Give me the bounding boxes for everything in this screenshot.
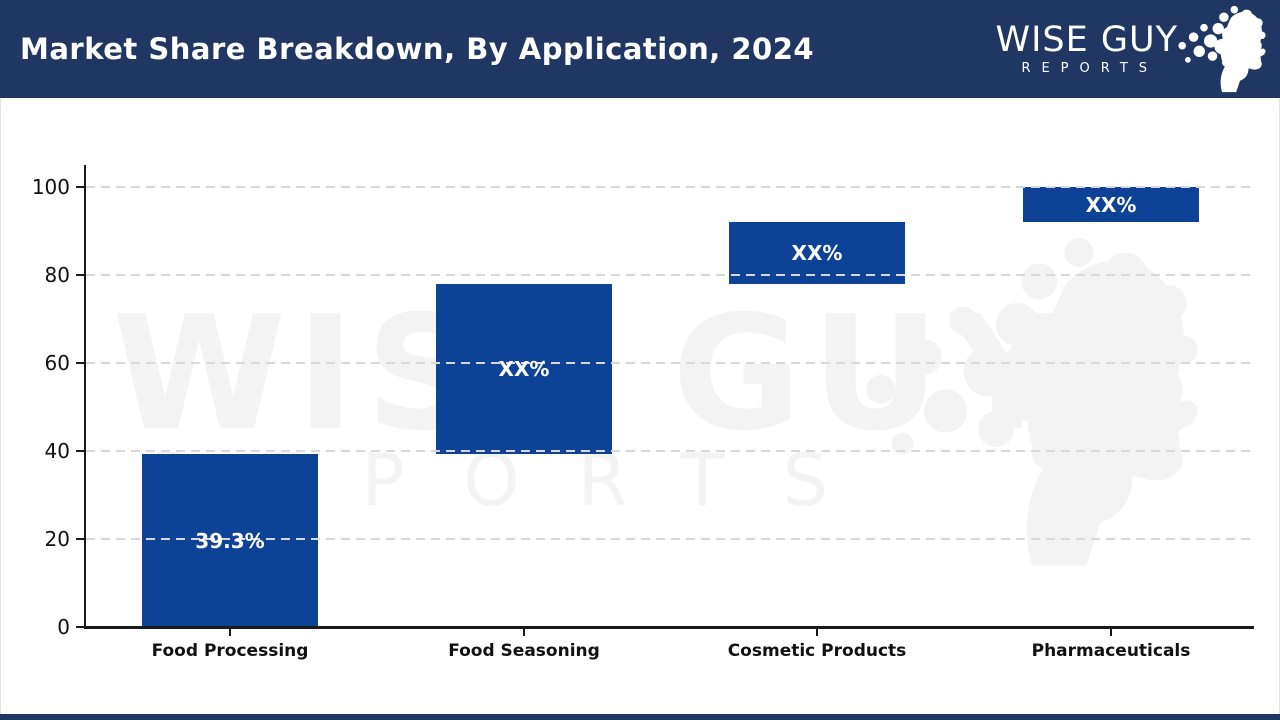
y-tick-20 bbox=[76, 538, 84, 540]
y-tick-label-60: 60 bbox=[44, 351, 70, 375]
wise-guy-logo: WISE GUY REPORTS bbox=[995, 4, 1272, 94]
y-tick-label-20: 20 bbox=[44, 527, 70, 551]
x-axis-line bbox=[84, 626, 1254, 629]
y-tick-40 bbox=[76, 450, 84, 452]
y-tick-0 bbox=[76, 626, 84, 628]
page-title: Market Share Breakdown, By Application, … bbox=[20, 32, 815, 66]
bar-cosmetic-products bbox=[729, 222, 905, 284]
x-category-label-cosmetic-products: Cosmetic Products bbox=[727, 641, 907, 661]
watermark-head-icon bbox=[866, 238, 1198, 566]
bar-food-processing bbox=[142, 454, 318, 627]
logo-wordmark: WISE GUY bbox=[995, 19, 1178, 60]
y-tick-label-0: 0 bbox=[57, 615, 70, 639]
gridline-20 bbox=[86, 538, 1254, 540]
y-tick-label-40: 40 bbox=[44, 439, 70, 463]
bar-value-label-cosmetic-products: XX% bbox=[791, 241, 843, 265]
y-tick-100 bbox=[76, 186, 84, 188]
gridline-60 bbox=[86, 362, 1254, 364]
gridline-100 bbox=[86, 186, 1254, 188]
y-tick-60 bbox=[76, 362, 84, 364]
x-tick-food-processing bbox=[229, 628, 231, 636]
bar-value-label-pharmaceuticals: XX% bbox=[1085, 192, 1137, 217]
bar-pharmaceuticals bbox=[1023, 187, 1199, 223]
y-tick-80 bbox=[76, 274, 84, 276]
logo-text: WISE GUY REPORTS bbox=[995, 19, 1178, 77]
gridline-80 bbox=[86, 274, 1254, 276]
x-tick-pharmaceuticals bbox=[1110, 628, 1112, 636]
gridline-40 bbox=[86, 450, 1254, 452]
header-banner: Market Share Breakdown, By Application, … bbox=[0, 0, 1280, 98]
y-axis-line bbox=[84, 165, 86, 628]
x-category-label-pharmaceuticals: Pharmaceuticals bbox=[1031, 641, 1191, 661]
bar-food-seasoning bbox=[436, 283, 612, 455]
logo-head-icon bbox=[1178, 5, 1266, 93]
bar-value-label-food-processing: 39.3% bbox=[195, 528, 265, 553]
x-category-label-food-seasoning: Food Seasoning bbox=[448, 641, 600, 661]
logo-subtitle: REPORTS bbox=[1021, 61, 1159, 77]
footer-strip bbox=[0, 714, 1280, 720]
bar-value-label-food-seasoning: XX% bbox=[498, 356, 550, 381]
x-tick-food-seasoning bbox=[523, 628, 525, 636]
x-category-label-food-processing: Food Processing bbox=[151, 641, 309, 661]
y-tick-label-80: 80 bbox=[44, 263, 70, 287]
y-tick-label-100: 100 bbox=[31, 175, 70, 199]
x-tick-cosmetic-products bbox=[816, 628, 818, 636]
